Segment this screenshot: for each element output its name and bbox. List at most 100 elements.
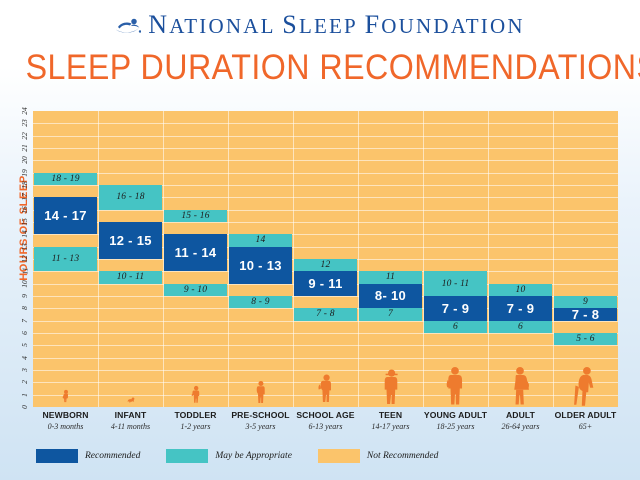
legend-item-recommended[interactable]: Recommended <box>36 449 140 463</box>
gridline-vertical <box>163 111 164 407</box>
band-may-be-appropriate[interactable]: 11 <box>359 271 422 284</box>
band-recommended[interactable]: 11 - 14 <box>164 234 227 272</box>
older-adult-cane-icon <box>569 355 601 407</box>
gridline-vertical <box>98 111 99 407</box>
band-label: 9 <box>583 297 588 308</box>
gridline-horizontal <box>33 234 618 236</box>
chart-column-school-age[interactable]: 12 9 - 11 7 - 8 <box>293 111 358 407</box>
band-may-be-appropriate[interactable]: 16 - 18 <box>99 185 162 210</box>
y-axis-tick: 11 <box>19 267 29 275</box>
chart-column-toddler[interactable]: 15 - 16 11 - 14 9 - 10 <box>163 111 228 407</box>
band-label: 16 - 18 <box>116 192 145 203</box>
chart-column-pre-school[interactable]: 14 10 - 13 8 - 9 <box>228 111 293 407</box>
age-range: 6-13 years <box>308 422 343 431</box>
band-recommended[interactable]: 7 - 9 <box>489 296 552 321</box>
baby-standing-icon <box>59 385 73 407</box>
teen-icon <box>376 359 406 407</box>
brand-name: NATIONAL SLEEP FOUNDATION <box>148 10 525 39</box>
y-axis-tick: 2 <box>20 380 29 385</box>
band-recommended[interactable]: 10 - 13 <box>229 246 292 284</box>
band-label: 14 <box>255 235 266 246</box>
band-label: 7 - 8 <box>571 307 600 322</box>
band-may-be-appropriate[interactable]: 9 <box>554 296 617 309</box>
y-axis-tick: 15 <box>20 218 29 226</box>
y-axis-tick: 10 <box>20 279 29 288</box>
y-axis-tick: 3 <box>20 368 29 372</box>
gridline-horizontal <box>33 333 618 334</box>
band-label: 11 <box>385 272 396 283</box>
age-group-name: OLDER ADULT <box>554 410 617 420</box>
gridline-vertical <box>358 111 359 407</box>
chart-column-infant[interactable]: 16 - 18 12 - 15 10 - 11 <box>98 111 163 407</box>
legend-label: Recommended <box>85 451 141 461</box>
legend-label: Not Recommended <box>366 451 439 461</box>
band-label: 10 - 11 <box>441 278 470 289</box>
age-group-name: SCHOOL AGE <box>296 410 355 420</box>
gridline-vertical <box>488 111 489 407</box>
gridline-horizontal <box>33 160 618 162</box>
band-may-be-appropriate[interactable]: 10 - 11 <box>99 271 162 284</box>
band-label: 8- 10 <box>374 288 407 304</box>
age-group-name: YOUNG ADULT <box>423 410 488 420</box>
y-axis-tick: 6 <box>20 331 29 335</box>
band-may-be-appropriate[interactable]: 18 - 19 <box>34 172 97 185</box>
band-may-be-appropriate[interactable]: 8 - 9 <box>229 296 292 309</box>
band-recommended[interactable]: 7 - 9 <box>424 296 487 321</box>
band-label: 9 - 10 <box>183 284 208 295</box>
gridline-horizontal <box>33 185 618 186</box>
band-label: 18 - 19 <box>51 173 80 184</box>
gridline-vertical <box>293 111 294 407</box>
y-axis-tick: 21 <box>20 144 29 152</box>
gridline-horizontal <box>33 296 618 297</box>
band-recommended[interactable]: 12 - 15 <box>99 222 162 259</box>
x-axis-label-toddler: TODDLER 1-2 years <box>163 410 228 431</box>
y-axis-tick: 20 <box>20 156 29 165</box>
y-axis-tick: 12 <box>20 255 29 263</box>
band-may-be-appropriate[interactable]: 6 <box>424 320 487 333</box>
band-label: 11 - 13 <box>51 253 80 264</box>
band-may-be-appropriate[interactable]: 5 - 6 <box>554 333 617 346</box>
gridline-horizontal <box>33 222 618 223</box>
child-icon <box>250 373 271 407</box>
chart-column-adult[interactable]: 10 7 - 9 6 <box>488 111 553 407</box>
legend-item-may-be-appropriate[interactable]: May be Appropriate <box>166 449 292 463</box>
band-recommended[interactable]: 8- 10 <box>359 283 422 309</box>
band-may-be-appropriate[interactable]: 14 <box>229 234 292 247</box>
legend-swatch <box>36 449 78 463</box>
band-may-be-appropriate[interactable]: 12 <box>294 259 357 272</box>
x-axis-label-older-adult: OLDER ADULT 65+ <box>553 410 618 431</box>
band-label: 11 - 14 <box>174 245 217 261</box>
band-label: 7 - 8 <box>316 309 335 320</box>
y-axis-tick: 5 <box>20 343 29 348</box>
band-may-be-appropriate[interactable]: 10 - 11 <box>424 271 487 296</box>
chart-column-newborn[interactable]: 18 - 19 14 - 17 11 - 13 <box>33 111 98 407</box>
age-range: 4-11 months <box>110 422 151 431</box>
band-may-be-appropriate[interactable]: 7 - 8 <box>294 308 357 321</box>
x-axis-labels: NEWBORN 0-3 months INFANT 4-11 months TODDLE… <box>33 410 618 444</box>
band-may-be-appropriate[interactable]: 6 <box>489 320 552 333</box>
band-recommended[interactable]: 14 - 17 <box>34 197 97 235</box>
chart-column-teen[interactable]: 11 8- 10 7 <box>358 111 423 407</box>
gridline-horizontal <box>33 246 618 248</box>
legend-item-not-recommended[interactable]: Not Recommended <box>317 449 439 463</box>
gridline-horizontal <box>33 172 618 174</box>
band-may-be-appropriate[interactable]: 9 - 10 <box>164 283 227 296</box>
band-recommended[interactable]: 7 - 8 <box>554 307 617 322</box>
page-title: SLEEP DURATION RECOMMENDATIONS <box>25 48 640 87</box>
gridline-horizontal <box>33 123 618 125</box>
y-axis-tick: 18 <box>20 181 29 189</box>
band-may-be-appropriate[interactable]: 15 - 16 <box>164 209 227 222</box>
gridline-vertical <box>553 111 554 407</box>
band-label: 7 <box>388 309 393 320</box>
band-recommended[interactable]: 9 - 11 <box>294 271 357 296</box>
band-label: 10 - 11 <box>116 272 145 283</box>
chart-column-young-adult[interactable]: 10 - 11 7 - 9 6 <box>423 111 488 407</box>
band-may-be-appropriate[interactable]: 10 <box>489 283 552 296</box>
band-may-be-appropriate[interactable]: 11 - 13 <box>34 246 97 272</box>
gridline-horizontal <box>33 320 618 322</box>
x-axis-label-pre-school: PRE-SCHOOL 3-5 years <box>228 410 293 431</box>
age-range: 18-25 years <box>436 422 475 431</box>
band-may-be-appropriate[interactable]: 7 <box>359 308 422 321</box>
age-group-name: NEWBORN <box>42 410 89 420</box>
